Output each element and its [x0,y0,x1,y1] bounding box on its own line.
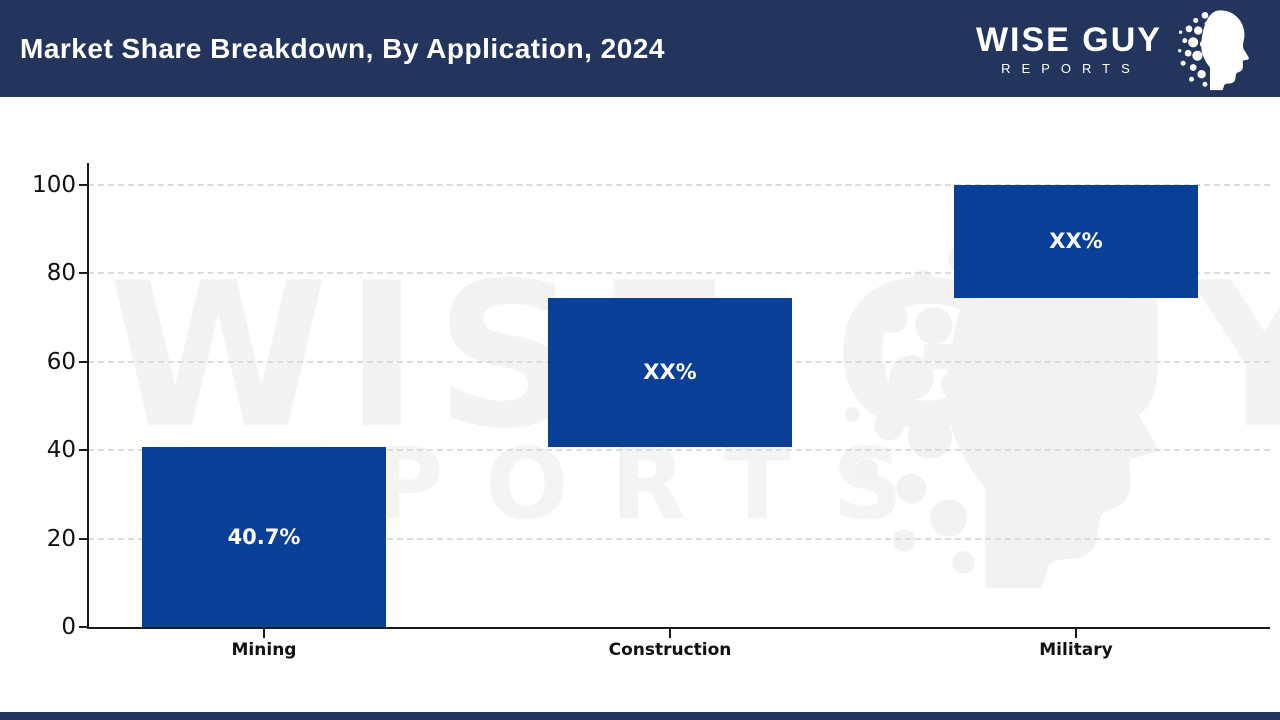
brand-name: WISE GUY [975,20,1162,59]
x-category-label-construction: Construction [608,640,732,660]
brand-subname: REPORTS [1001,60,1141,76]
y-tick-20 [79,537,88,540]
bar-value-label-military: XX% [1049,229,1103,254]
bar-mining: 40.7% [142,447,386,627]
footer-bar [0,712,1280,720]
x-tick-construction [669,629,671,638]
page-title: Market Share Breakdown, By Application, … [20,32,665,64]
x-axis-line [87,627,1270,629]
y-tick-label-0: 0 [61,614,76,640]
x-category-label-military: Military [1039,640,1113,660]
y-tick-label-100: 100 [32,172,76,198]
dotted-head-icon [1178,9,1249,90]
gridline-100 [88,184,1270,186]
y-tick-40 [79,449,88,452]
bar-military: XX% [954,185,1198,298]
y-tick-label-80: 80 [46,260,76,287]
watermark-dotted-head [844,236,1157,589]
y-tick-0 [79,626,88,628]
gridline-40 [88,449,1270,452]
brand-logo: WISE GUY REPORTS [976,7,1252,91]
y-axis-line [87,163,89,629]
y-tick-80 [79,272,88,275]
x-tick-military [1075,629,1077,638]
y-tick-60 [79,360,88,363]
brand-logo-text: WISE GUY REPORTS [976,23,1162,75]
bar-construction: XX% [548,297,792,448]
x-tick-mining [263,629,265,638]
y-tick-label-60: 60 [46,348,76,375]
y-tick-100 [79,184,88,186]
header-bar: Market Share Breakdown, By Application, … [0,0,1280,97]
bar-value-label-mining: 40.7% [227,525,301,550]
y-tick-label-40: 40 [46,437,76,464]
bar-value-label-construction: XX% [643,360,697,385]
x-category-label-mining: Mining [231,640,297,660]
y-tick-label-20: 20 [46,525,76,552]
gridline-80 [88,272,1270,275]
gridline-20 [88,537,1270,540]
